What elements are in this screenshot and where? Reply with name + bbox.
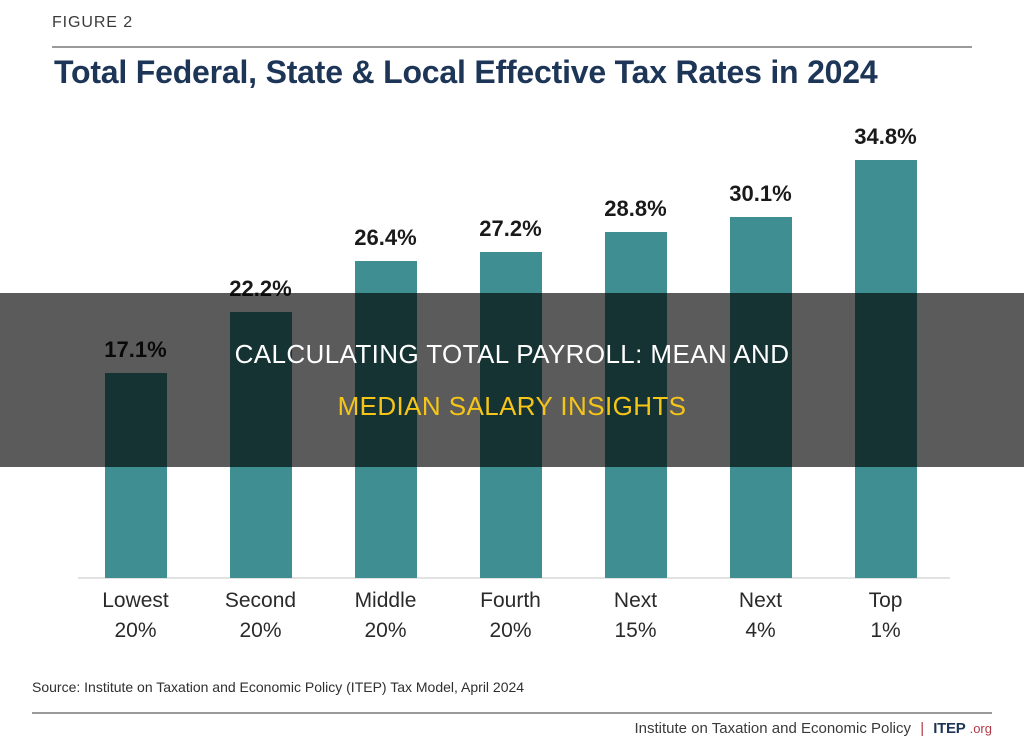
tick-label-line: Top [868, 589, 903, 612]
tick-label-line: 20% [239, 619, 282, 642]
overlay-heading-line-1: CALCULATING TOTAL PAYROLL: MEAN AND [234, 339, 790, 369]
tick-label-line: Next [738, 589, 783, 612]
x-axis-tick-label: Next 15% [573, 586, 698, 646]
footer-attribution: Institute on Taxation and Economic Polic… [634, 720, 992, 737]
tick-label-line: 20% [114, 619, 157, 642]
footer-divider [32, 712, 992, 714]
x-axis-tick-label: Second 20% [198, 586, 323, 646]
x-axis-tick-label: Top 1% [823, 586, 948, 646]
footer-separator: | [920, 720, 925, 737]
tick-label-line: 15% [614, 619, 657, 642]
tick-label-line: 20% [489, 619, 532, 642]
bar-value-label: 27.2% [479, 215, 542, 241]
bar-value-label: 28.8% [604, 196, 667, 222]
overlay-heading-line-2: MEDIAN SALARY INSIGHTS [337, 391, 687, 421]
tick-label-line: Second [224, 589, 297, 612]
x-axis-tick-label: Fourth 20% [448, 586, 573, 646]
tick-label-line: Lowest [102, 589, 169, 612]
x-axis-baseline [78, 577, 950, 579]
bar-value-label: 26.4% [354, 225, 417, 251]
tick-label-line: Next [613, 589, 658, 612]
brand-itep-label: ITEP [933, 720, 966, 737]
x-axis-tick-label: Lowest 20% [73, 586, 198, 646]
x-axis-tick-label: Middle 20% [323, 586, 448, 646]
tick-label-line: Middle [354, 589, 417, 612]
tick-label-line: 4% [745, 619, 776, 642]
brand-tld-label: .org [969, 721, 992, 736]
header-divider [52, 46, 972, 48]
bar-value-label: 30.1% [729, 180, 792, 206]
figure-label: FIGURE 2 [52, 14, 133, 31]
x-axis-tick-label: Next 4% [698, 586, 823, 646]
tick-label-line: 1% [870, 619, 901, 642]
source-note: Source: Institute on Taxation and Econom… [32, 679, 525, 695]
footer-organization: Institute on Taxation and Economic Polic… [634, 720, 912, 737]
title-overlay-band: CALCULATING TOTAL PAYROLL: MEAN AND MEDI… [0, 293, 1024, 467]
tick-label-line: Fourth [480, 589, 541, 612]
chart-title: Total Federal, State & Local Effective T… [54, 54, 878, 90]
bar-value-label: 34.8% [854, 124, 917, 150]
tick-label-line: 20% [364, 619, 407, 642]
